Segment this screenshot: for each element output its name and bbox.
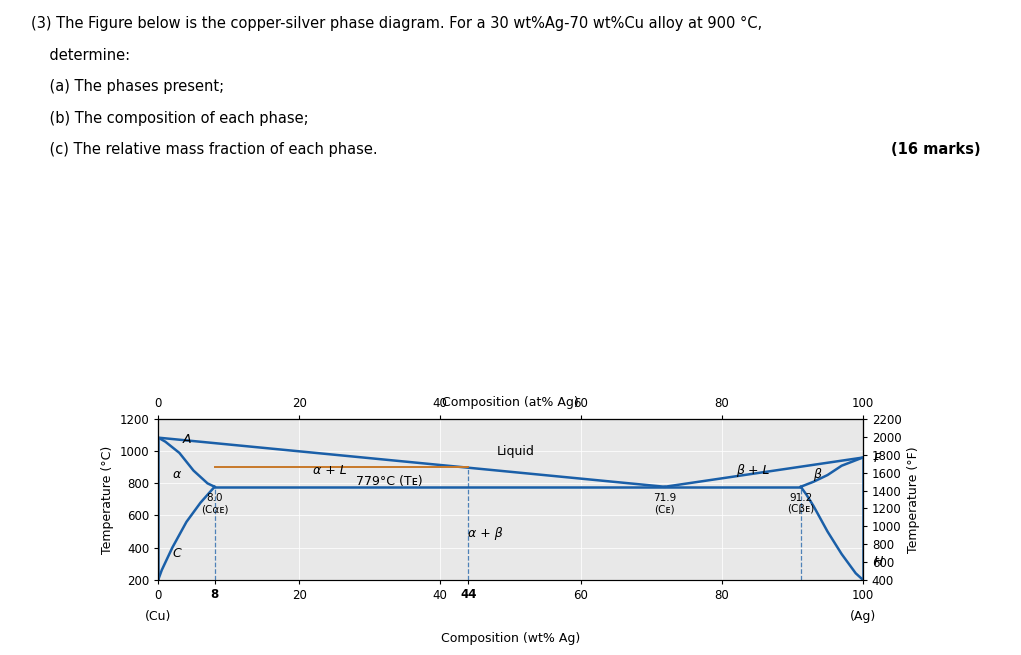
Text: α + β: α + β [469,527,503,540]
Text: (c) The relative mass fraction of each phase.: (c) The relative mass fraction of each p… [31,142,377,157]
Text: determine:: determine: [31,48,130,63]
Text: β: β [814,468,822,481]
X-axis label: Composition (wt% Ag): Composition (wt% Ag) [441,632,580,645]
Y-axis label: Temperature (°C): Temperature (°C) [101,445,114,553]
Text: α: α [173,468,181,481]
Text: β + L: β + L [736,464,770,477]
Text: Composition (at% Ag): Composition (at% Ag) [442,396,579,409]
Text: F: F [873,453,880,466]
Text: (Ag): (Ag) [849,610,876,624]
Text: (3) The Figure below is the copper-silver phase diagram. For a 30 wt%Ag-70 wt%Cu: (3) The Figure below is the copper-silve… [31,16,762,31]
Text: (b) The composition of each phase;: (b) The composition of each phase; [31,111,308,126]
Text: A: A [183,433,191,446]
Text: (a) The phases present;: (a) The phases present; [31,79,224,94]
Text: 91.2
(Cβᴇ): 91.2 (Cβᴇ) [787,493,815,514]
Text: C: C [173,547,181,559]
Text: 8.0
(Cαᴇ): 8.0 (Cαᴇ) [201,493,229,514]
Text: H: H [873,555,883,568]
Text: α + L: α + L [313,464,347,477]
Y-axis label: Temperature (°F): Temperature (°F) [907,446,920,553]
Text: 71.9
(Cᴇ): 71.9 (Cᴇ) [653,493,676,514]
Text: (16 marks): (16 marks) [890,142,980,157]
Text: Liquid: Liquid [496,445,534,458]
Text: (Cu): (Cu) [145,610,172,624]
Text: 779°C (Tᴇ): 779°C (Tᴇ) [355,475,422,488]
